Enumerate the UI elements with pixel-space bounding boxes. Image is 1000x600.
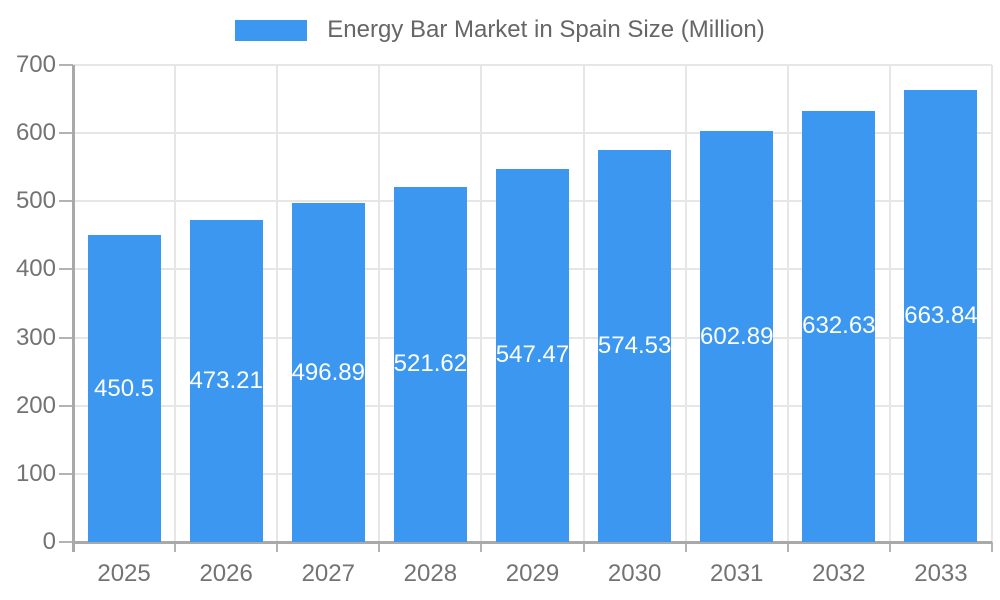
bar-value-label: 473.21 [189,366,263,394]
bar [598,150,672,542]
bar-value-label: 602.89 [700,322,774,350]
bar-value-label: 663.84 [904,301,978,329]
x-gridline [991,65,993,542]
y-axis-line [72,65,75,552]
x-tick-label: 2025 [97,560,151,587]
y-tick-label: 400 [15,255,56,283]
bar [496,168,569,542]
y-tick [59,472,73,475]
y-tick [59,64,73,66]
bar [700,131,774,542]
bar-value-label: 521.62 [393,350,468,378]
x-gridline [786,65,789,542]
x-tick-label: 2030 [607,560,662,587]
x-tick [684,542,687,552]
y-tick [59,541,73,543]
legend-swatch-icon [235,19,308,41]
x-tick [888,542,891,552]
x-tick-label: 2026 [199,560,253,587]
x-gridline [276,65,279,542]
legend-item[interactable]: Energy Bar Market in Spain Size (Million… [235,16,765,44]
bar [802,110,876,542]
bar [393,186,467,542]
bar [904,89,978,542]
bar-value-label: 547.47 [495,341,570,369]
bar-value-label: 632.63 [802,312,876,340]
y-tick-label: 200 [15,391,56,419]
x-axis-line [73,541,992,544]
x-tick [480,542,483,552]
x-tick-label: 2029 [505,560,560,587]
x-gridline [888,65,891,542]
x-gridline [582,65,585,542]
y-tick [59,268,73,271]
bar-value-label: 496.89 [291,358,365,386]
y-gridline [73,64,992,66]
y-tick [59,200,73,203]
x-gridline [684,65,687,542]
bar [189,219,263,542]
legend: Energy Bar Market in Spain Size (Million… [0,16,1000,44]
y-tick-label: 500 [15,187,56,215]
x-tick [582,542,585,552]
y-tick [59,132,73,135]
bar [291,203,365,542]
bar-value-label: 574.53 [597,332,672,360]
legend-label: Energy Bar Market in Spain Size (Million… [327,16,765,43]
x-tick-label: 2032 [812,560,866,587]
x-tick-label: 2027 [301,560,355,587]
x-tick-label: 2033 [914,560,968,587]
x-tick [174,542,177,552]
bar-value-label: 450.5 [94,374,155,402]
x-tick [786,542,789,552]
y-tick-label: 600 [15,119,56,147]
x-gridline [378,65,381,542]
x-tick-label: 2028 [403,560,458,587]
x-tick-label: 2031 [710,560,764,587]
y-tick-label: 0 [42,528,56,555]
x-tick [991,542,993,552]
bar [87,235,161,542]
x-tick [276,542,279,552]
y-tick [59,404,73,407]
y-tick-label: 700 [15,51,56,78]
x-gridline [174,65,177,542]
x-gridline [480,65,483,542]
y-tick-label: 300 [15,323,56,351]
y-tick-label: 100 [15,459,56,487]
y-tick [59,336,73,339]
y-gridline [73,132,992,135]
x-tick [378,542,381,552]
